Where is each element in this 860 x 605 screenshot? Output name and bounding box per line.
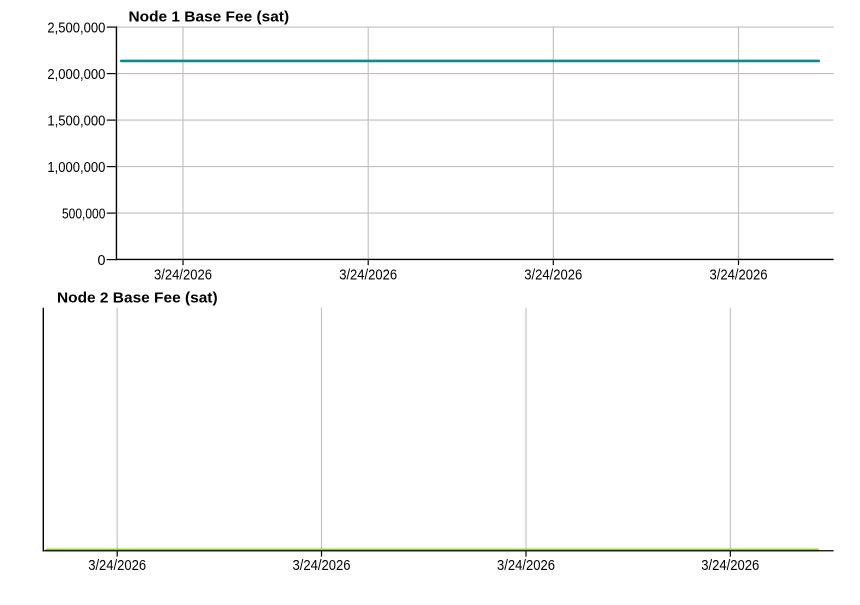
svg-text:3/24/2026: 3/24/2026 xyxy=(154,267,212,283)
svg-text:1,500,000: 1,500,000 xyxy=(47,113,105,129)
svg-text:3/24/2026: 3/24/2026 xyxy=(293,558,351,574)
svg-text:2,500,000: 2,500,000 xyxy=(47,20,105,36)
svg-text:0: 0 xyxy=(97,253,105,269)
svg-text:3/24/2026: 3/24/2026 xyxy=(88,558,146,574)
svg-text:Node 1 Base Fee (sat): Node 1 Base Fee (sat) xyxy=(129,9,290,25)
svg-text:Node 2 Base Fee (sat): Node 2 Base Fee (sat) xyxy=(57,291,218,307)
svg-text:3/24/2026: 3/24/2026 xyxy=(710,267,768,283)
svg-text:3/24/2026: 3/24/2026 xyxy=(339,267,397,283)
svg-text:3/24/2026: 3/24/2026 xyxy=(701,558,759,574)
svg-text:3/24/2026: 3/24/2026 xyxy=(497,558,555,574)
svg-text:3/24/2026: 3/24/2026 xyxy=(524,267,582,283)
svg-text:2,000,000: 2,000,000 xyxy=(47,67,105,83)
svg-text:1,000,000: 1,000,000 xyxy=(47,160,105,176)
svg-text:500,000: 500,000 xyxy=(62,206,105,222)
